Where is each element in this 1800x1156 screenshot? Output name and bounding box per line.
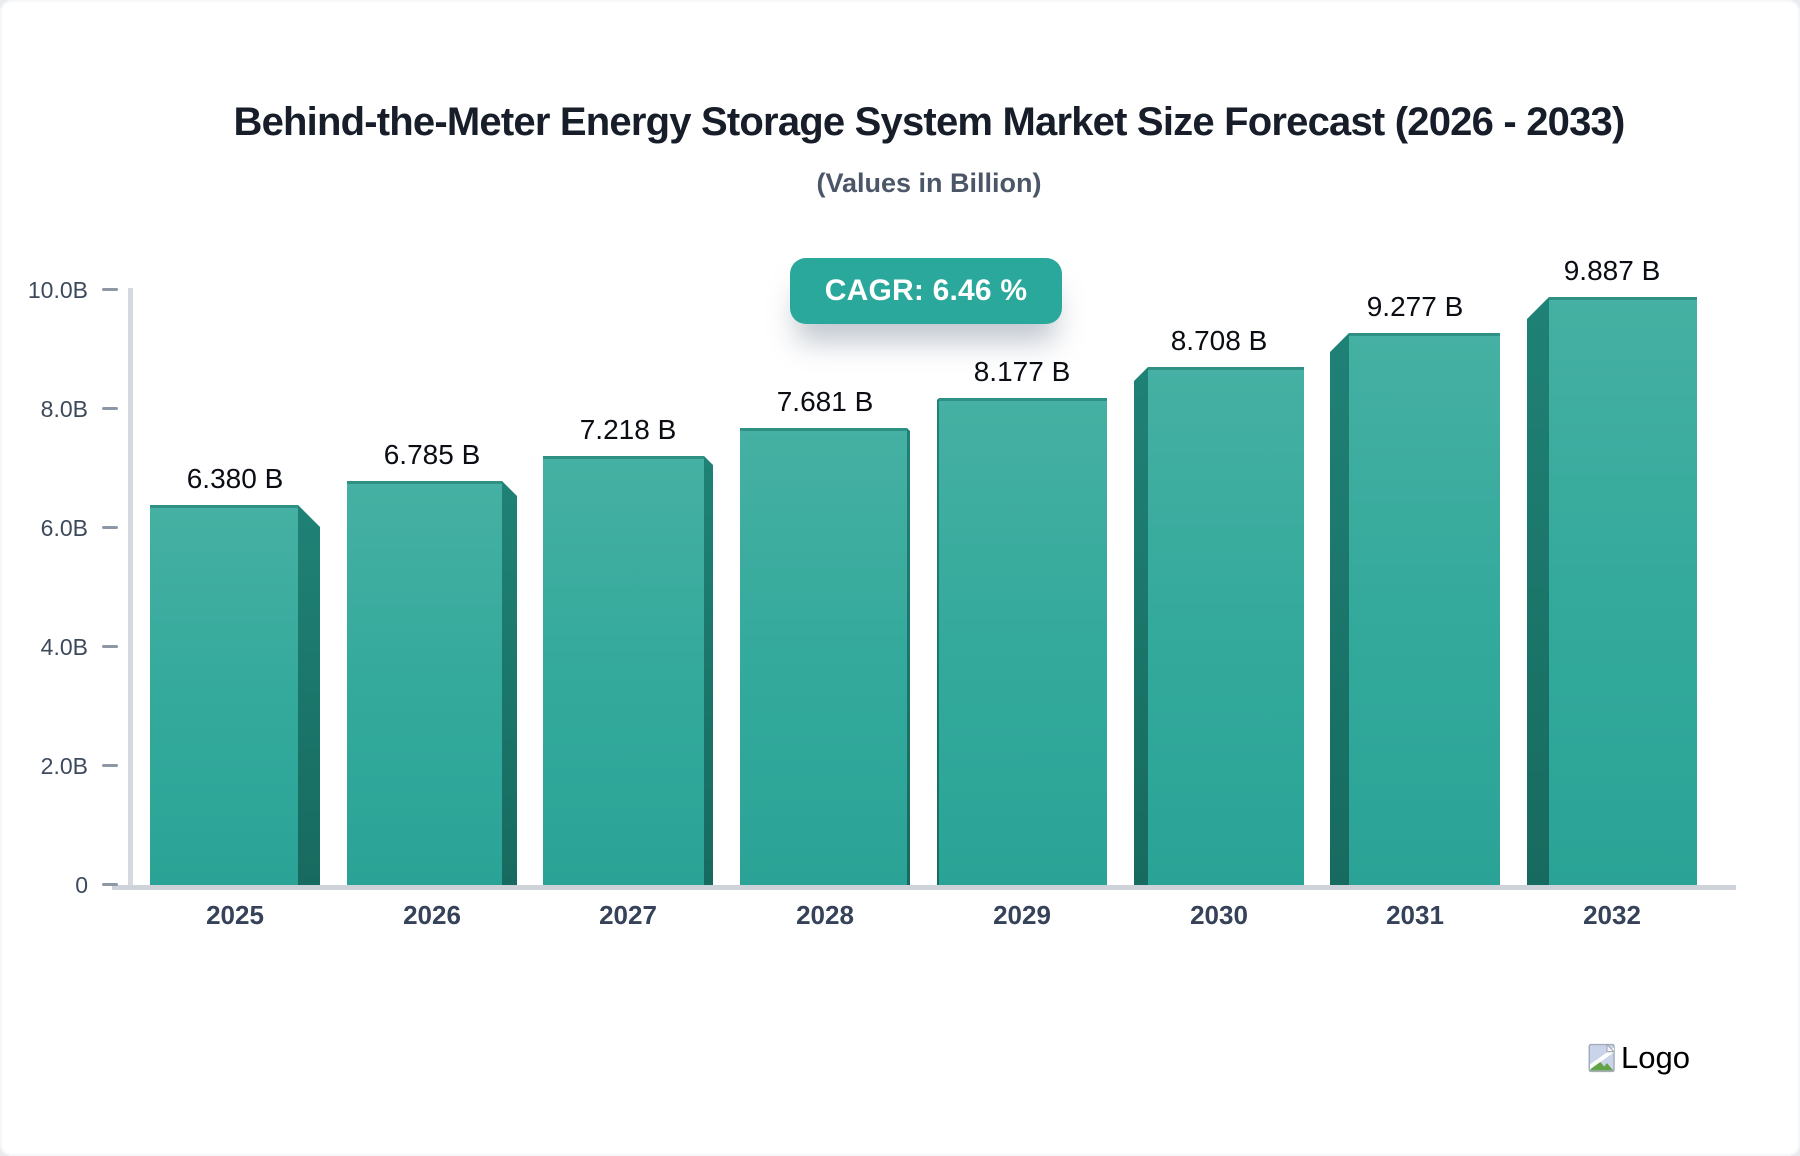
bar bbox=[347, 481, 517, 885]
y-tick-dash bbox=[102, 526, 118, 529]
bar bbox=[1330, 333, 1500, 885]
y-tick-label: 2.0B bbox=[40, 753, 88, 779]
bar-side-face bbox=[937, 398, 939, 885]
x-tick-label: 2026 bbox=[403, 900, 461, 930]
bar-side-face bbox=[502, 481, 517, 885]
y-tick-label: 10.0B bbox=[27, 277, 88, 303]
bar-side-face bbox=[1527, 297, 1549, 885]
bar-main-face bbox=[150, 505, 298, 885]
bar-main-face bbox=[740, 428, 907, 885]
bar-value-label: 6.380 B bbox=[186, 463, 284, 494]
bar-main-face bbox=[1549, 297, 1697, 885]
bar bbox=[1134, 367, 1304, 885]
logo: Logo bbox=[1585, 1040, 1690, 1076]
bar-value-label: 9.277 B bbox=[1366, 291, 1464, 322]
bar-value-label: 8.177 B bbox=[973, 356, 1071, 387]
bar-main-face bbox=[1349, 333, 1500, 885]
bar-side-face bbox=[704, 456, 713, 885]
y-tick-dash bbox=[102, 764, 118, 767]
x-tick-label: 2030 bbox=[1190, 900, 1248, 930]
x-tick-label: 2032 bbox=[1583, 900, 1641, 930]
bar-value-label: 8.708 B bbox=[1170, 325, 1268, 356]
bar bbox=[937, 398, 1107, 885]
x-axis-line bbox=[112, 885, 1736, 890]
bar bbox=[150, 505, 320, 885]
logo-text: Logo bbox=[1621, 1040, 1690, 1075]
y-tick-dash bbox=[102, 288, 118, 291]
x-tick-label: 2028 bbox=[796, 900, 854, 930]
y-axis-line bbox=[128, 288, 133, 888]
bar bbox=[1527, 297, 1697, 885]
bar-main-face bbox=[1148, 367, 1304, 885]
bar-value-label: 9.887 B bbox=[1563, 255, 1661, 286]
bar-main-face bbox=[543, 456, 704, 885]
cagr-badge: CAGR: 6.46 % bbox=[790, 258, 1062, 324]
y-tick-label: 8.0B bbox=[40, 396, 88, 422]
x-tick-label: 2029 bbox=[993, 900, 1051, 930]
bar-side-face bbox=[1330, 333, 1349, 885]
chart-subtitle: (Values in Billion) bbox=[816, 168, 1042, 198]
y-tick-label: 4.0B bbox=[40, 634, 88, 660]
bar-side-face bbox=[907, 428, 910, 885]
broken-image-icon bbox=[1588, 1043, 1616, 1073]
y-tick-dash bbox=[102, 883, 118, 886]
bar-value-label: 7.681 B bbox=[776, 386, 874, 417]
x-tick-label: 2027 bbox=[599, 900, 657, 930]
bar-value-label: 7.218 B bbox=[579, 414, 677, 445]
y-tick-label: 6.0B bbox=[40, 515, 88, 541]
bar bbox=[543, 456, 713, 885]
bar-side-face bbox=[298, 505, 320, 885]
bar bbox=[740, 428, 910, 885]
bar-main-face bbox=[939, 398, 1107, 885]
y-tick-dash bbox=[102, 645, 118, 648]
x-tick-label: 2031 bbox=[1386, 900, 1444, 930]
cagr-badge-label: CAGR: 6.46 % bbox=[824, 274, 1028, 307]
bar-value-label: 6.785 B bbox=[383, 439, 481, 470]
y-tick-dash bbox=[102, 407, 118, 410]
y-tick-label: 0 bbox=[75, 872, 88, 898]
bar-main-face bbox=[347, 481, 502, 885]
chart-title: Behind-the-Meter Energy Storage System M… bbox=[233, 100, 1626, 144]
bar-side-face bbox=[1134, 367, 1148, 885]
x-tick-label: 2025 bbox=[206, 900, 264, 930]
